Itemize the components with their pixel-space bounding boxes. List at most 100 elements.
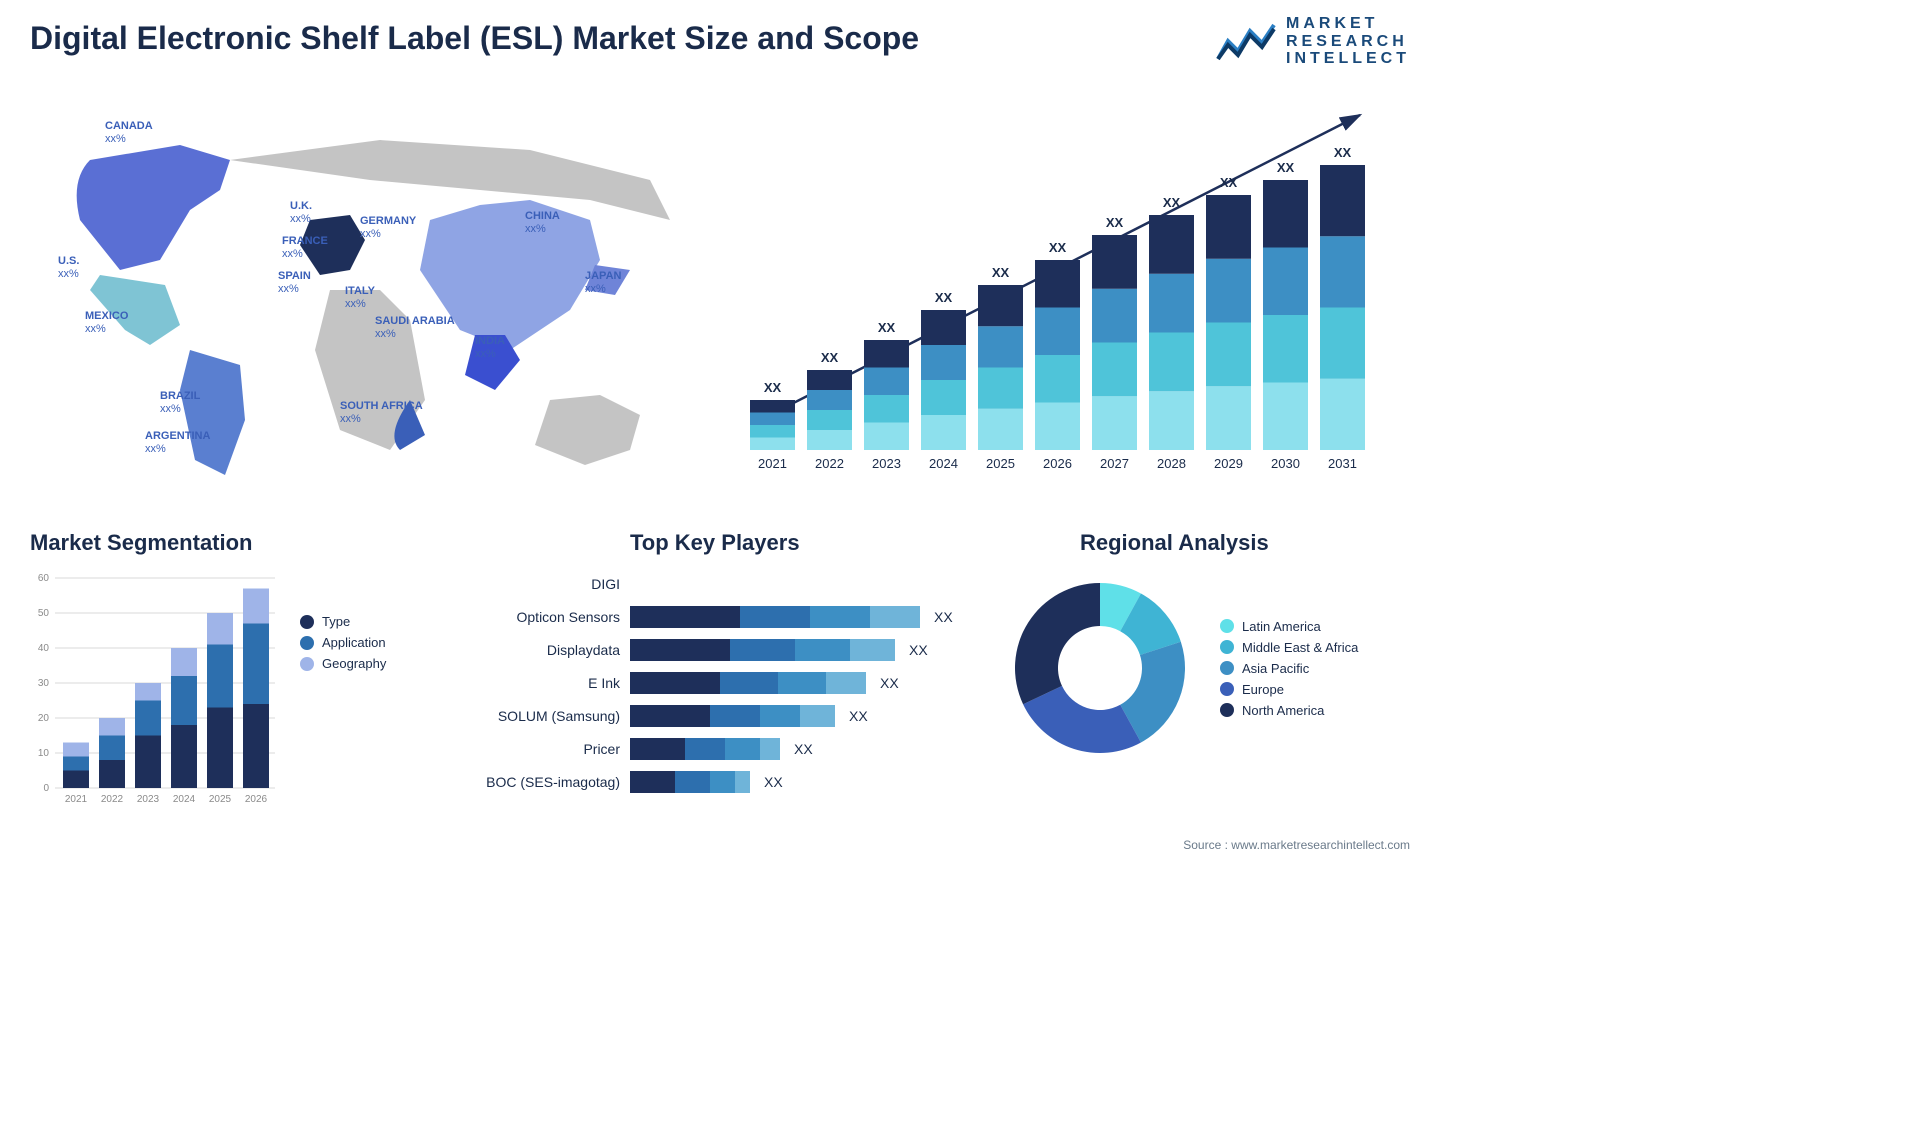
regional-legend: Latin AmericaMiddle East & AfricaAsia Pa…: [1220, 613, 1358, 724]
seg-ytick: 40: [38, 643, 50, 654]
growth-bar-segment: [1320, 379, 1365, 450]
growth-bar-segment: [1092, 235, 1137, 289]
donut-slice: [1023, 686, 1141, 753]
map-label: U.S.xx%: [58, 255, 79, 281]
growth-bar-value: XX: [1163, 195, 1181, 210]
growth-bar-value: XX: [1106, 215, 1124, 230]
growth-bar-value: XX: [821, 350, 839, 365]
regional-legend-item: Asia Pacific: [1220, 661, 1358, 676]
regional-donut: [1000, 568, 1200, 768]
seg-bar-segment: [63, 743, 89, 757]
kp-bar-segment: [778, 672, 826, 694]
growth-bar-segment: [864, 368, 909, 396]
growth-bar-segment: [807, 430, 852, 450]
growth-bar-value: XX: [764, 380, 782, 395]
kp-value: XX: [794, 741, 813, 757]
growth-bar-segment: [1092, 343, 1137, 397]
seg-ytick: 0: [43, 783, 49, 794]
seg-ytick: 20: [38, 713, 50, 724]
kp-bar-segment: [685, 738, 725, 760]
growth-bar-segment: [807, 370, 852, 390]
kp-bar-segment: [870, 606, 920, 628]
seg-year: 2024: [173, 794, 196, 805]
map-label: U.K.xx%: [290, 200, 312, 226]
seg-bar-segment: [99, 736, 125, 761]
keyplayers-title: Top Key Players: [630, 530, 980, 556]
growth-bar-segment: [1035, 260, 1080, 308]
kp-name: BOC (SES-imagotag): [486, 774, 620, 790]
seg-bar-segment: [171, 676, 197, 725]
seg-year: 2021: [65, 794, 88, 805]
growth-bar-segment: [978, 285, 1023, 326]
growth-bar-segment: [978, 326, 1023, 367]
map-label: SAUDI ARABIAxx%: [375, 315, 455, 341]
growth-bar-segment: [1263, 383, 1308, 451]
map-label: FRANCExx%: [282, 235, 328, 261]
growth-year-label: 2021: [758, 456, 787, 471]
growth-bar-segment: [978, 409, 1023, 450]
source-text: Source : www.marketresearchintellect.com: [1183, 838, 1410, 852]
growth-chart: XX2021XX2022XX2023XX2024XX2025XX2026XX20…: [730, 100, 1410, 490]
kp-bar-segment: [760, 738, 780, 760]
kp-bar-segment: [710, 771, 735, 793]
growth-bar-segment: [864, 423, 909, 451]
kp-bar-segment: [735, 771, 750, 793]
page-title: Digital Electronic Shelf Label (ESL) Mar…: [30, 20, 919, 57]
kp-bar-segment: [826, 672, 866, 694]
regional-title: Regional Analysis: [1080, 530, 1410, 556]
growth-year-label: 2026: [1043, 456, 1072, 471]
seg-bar-segment: [171, 648, 197, 676]
seg-year: 2026: [245, 794, 268, 805]
map-label: ARGENTINAxx%: [145, 430, 210, 456]
kp-bar-segment: [810, 606, 870, 628]
seg-bar-segment: [171, 725, 197, 788]
map-label: MEXICOxx%: [85, 310, 128, 336]
growth-year-label: 2023: [872, 456, 901, 471]
world-map: CANADAxx%U.S.xx%MEXICOxx%BRAZILxx%ARGENT…: [30, 90, 690, 500]
growth-bar-segment: [1035, 308, 1080, 356]
kp-bar-segment: [725, 738, 760, 760]
growth-bar-value: XX: [1334, 145, 1352, 160]
regional-legend-item: Latin America: [1220, 619, 1358, 634]
kp-bar-segment: [795, 639, 850, 661]
growth-bar-segment: [1263, 315, 1308, 383]
kp-bar-segment: [675, 771, 710, 793]
seg-ytick: 10: [38, 748, 50, 759]
seg-bar-segment: [243, 704, 269, 788]
kp-bar-segment: [630, 738, 685, 760]
growth-bar-segment: [921, 345, 966, 380]
map-label: BRAZILxx%: [160, 390, 200, 416]
map-label: SPAINxx%: [278, 270, 311, 296]
map-label: INDIAxx%: [475, 335, 505, 361]
kp-bar-segment: [630, 705, 710, 727]
growth-bar-segment: [1035, 355, 1080, 403]
kp-value: XX: [764, 774, 783, 790]
growth-year-label: 2030: [1271, 456, 1300, 471]
map-label: ITALYxx%: [345, 285, 375, 311]
growth-bar-segment: [921, 380, 966, 415]
seg-ytick: 60: [38, 573, 50, 584]
growth-bar-segment: [1206, 386, 1251, 450]
seg-bar-segment: [135, 736, 161, 789]
growth-bar-segment: [1263, 180, 1308, 248]
growth-bar-segment: [1320, 165, 1365, 236]
seg-legend-item: Type: [300, 614, 386, 629]
key-players: Top Key Players DIGIOpticon SensorsXXDis…: [480, 530, 980, 820]
growth-bar-value: XX: [1277, 160, 1295, 175]
keyplayers-bars: DIGIOpticon SensorsXXDisplaydataXXE InkX…: [480, 568, 980, 828]
regional-legend-item: Europe: [1220, 682, 1358, 697]
seg-bar-segment: [243, 589, 269, 624]
seg-bar-segment: [99, 718, 125, 736]
growth-bar-segment: [750, 425, 795, 438]
growth-bar-segment: [1149, 391, 1194, 450]
growth-bar-segment: [864, 395, 909, 423]
growth-year-label: 2024: [929, 456, 958, 471]
growth-bar-segment: [1206, 195, 1251, 259]
seg-year: 2023: [137, 794, 160, 805]
growth-bar-segment: [750, 438, 795, 451]
kp-name: Opticon Sensors: [517, 609, 621, 625]
seg-bar-segment: [135, 701, 161, 736]
market-segmentation: Market Segmentation 01020304050602021202…: [30, 530, 460, 820]
kp-name: DIGI: [591, 576, 620, 592]
kp-name: Pricer: [583, 741, 620, 757]
